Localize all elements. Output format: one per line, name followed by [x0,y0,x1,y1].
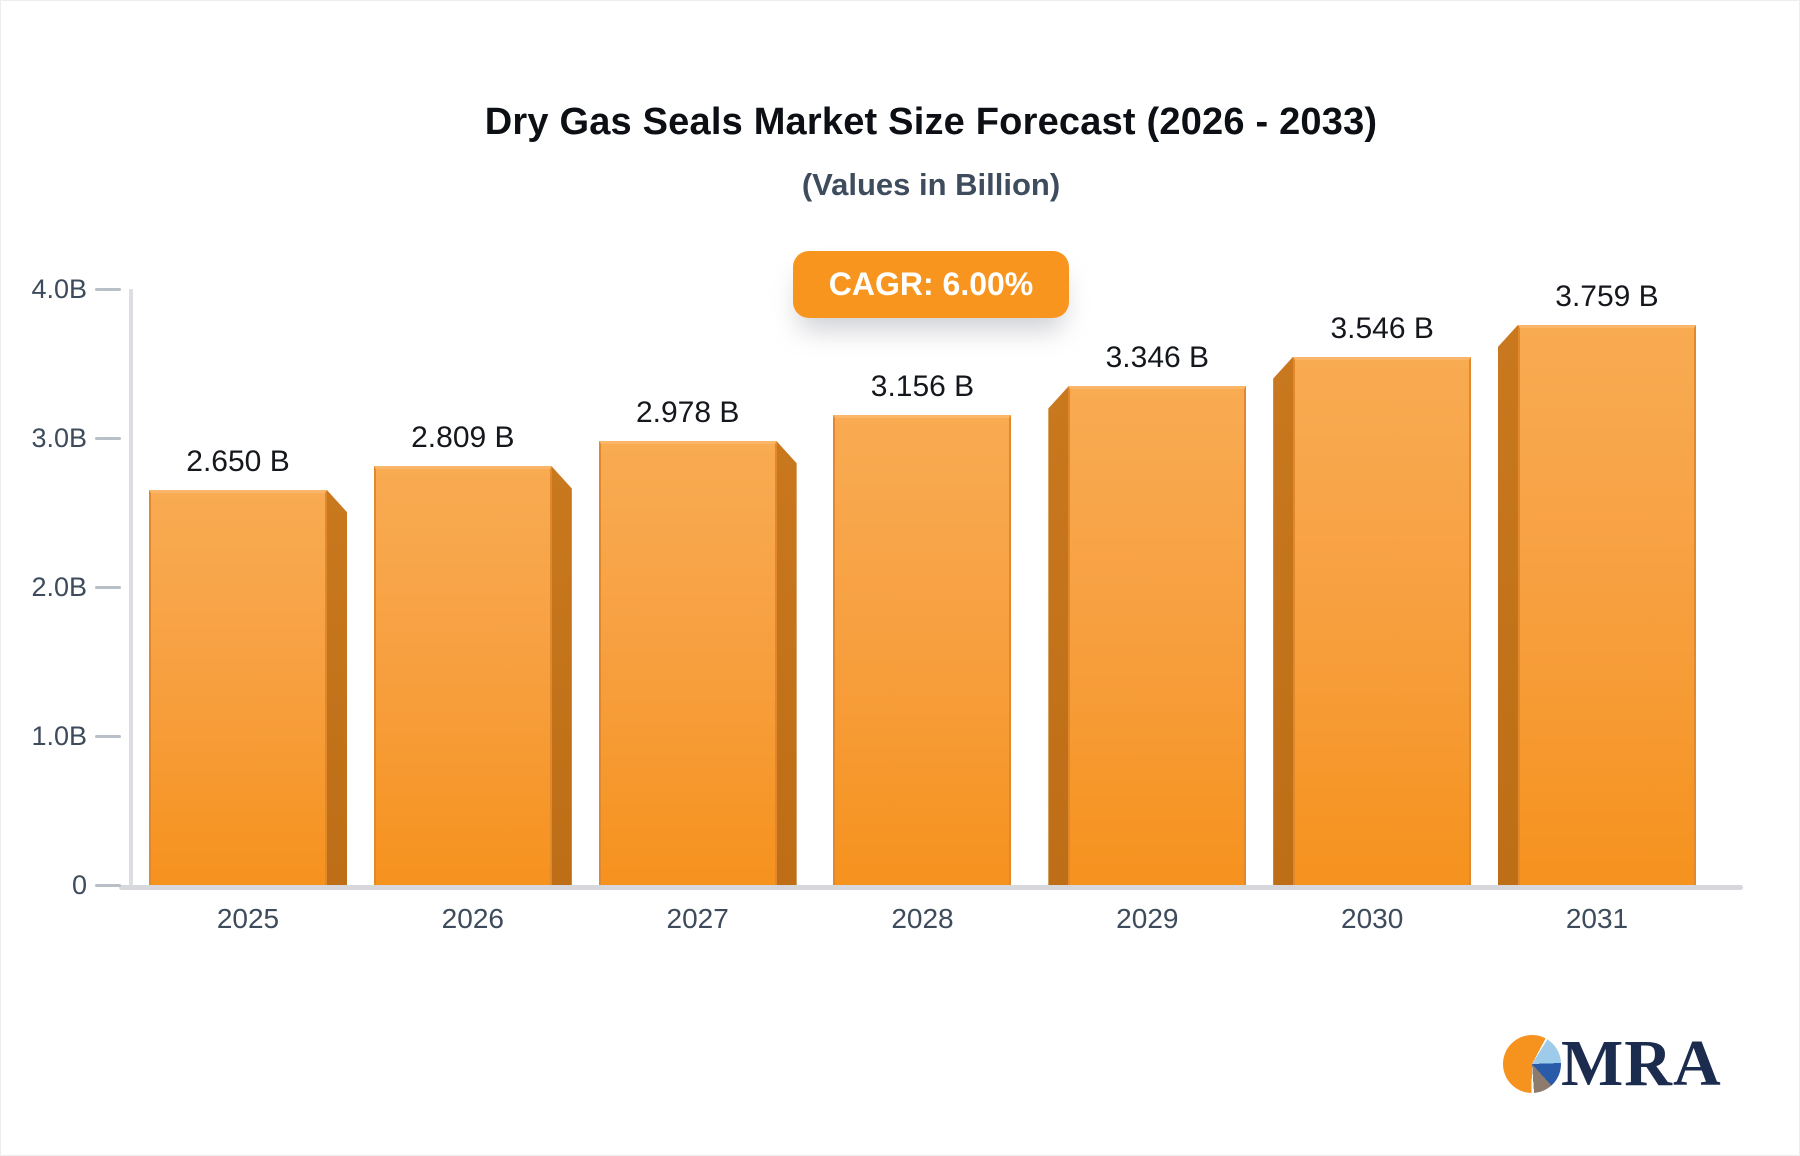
y-axis-line [129,289,133,885]
bar-side-shade [551,466,572,885]
x-axis-label: 2028 [891,903,954,934]
x-axis-label: 2025 [216,903,280,934]
y-axis-tick [95,436,121,440]
x-axis-label: 2030 [1341,903,1404,934]
bar-face [1293,356,1472,885]
y-axis-tick [95,883,121,887]
bar-side-shade [1497,324,1518,885]
x-axis-label: 2027 [666,903,729,934]
bar-value-label: 3.346 B [1105,341,1210,375]
y-axis-label: 3.0B [31,423,87,453]
bar-side-shade [776,441,797,885]
y-axis-label: 4.0B [31,274,87,304]
x-axis-label: 2029 [1116,903,1179,934]
bar-side-shade [1048,386,1069,885]
logo-text: MRA [1561,1027,1722,1100]
bar-2025: 2.650 B [149,445,347,885]
bar-face [598,441,777,885]
bar-value-label: 3.759 B [1555,279,1659,313]
bar-2030: 3.546 B [1273,312,1472,885]
chart-subtitle: (Values in Billion) [801,167,1061,202]
y-axis-tick [95,287,121,291]
bar-value-label: 3.156 B [870,369,975,403]
bar-value-label: 3.546 B [1330,311,1434,345]
bar-value-label: 2.650 B [186,445,290,479]
mra-logo: MRA [1503,1027,1722,1100]
x-axis-label: 2026 [441,903,504,934]
x-axis-line [119,885,1743,890]
y-axis-tick [95,585,121,589]
bar-2028: 3.156 B [833,370,1012,885]
bar-2027: 2.978 B [598,396,797,885]
pie-chart-icon [1503,1035,1561,1093]
bar-2026: 2.809 B [373,421,572,885]
x-axis-label: 2031 [1565,903,1629,934]
cagr-badge-row: CAGR: 6.00% [61,251,1799,318]
bar-face [833,414,1012,885]
bar-value-label: 2.978 B [635,396,740,430]
bar-side-shade [1273,356,1294,885]
y-axis-label: 1.0B [31,721,87,751]
bar-face [373,466,552,885]
bar-2031: 3.759 B [1497,280,1696,885]
bar-side-shade [327,490,347,885]
bar-face [149,490,327,885]
y-axis-tick [95,734,121,738]
cagr-badge: CAGR: 6.00% [792,251,1070,318]
y-axis-label: 2.0B [31,572,87,602]
bar-face [1068,386,1247,885]
chart-title: Dry Gas Seals Market Size Forecast (2026… [484,101,1378,143]
bar-face [1517,324,1696,885]
bar-2029: 3.346 B [1048,341,1247,885]
bar-value-label: 2.809 B [411,421,515,455]
y-axis-label: 0 [71,870,87,900]
